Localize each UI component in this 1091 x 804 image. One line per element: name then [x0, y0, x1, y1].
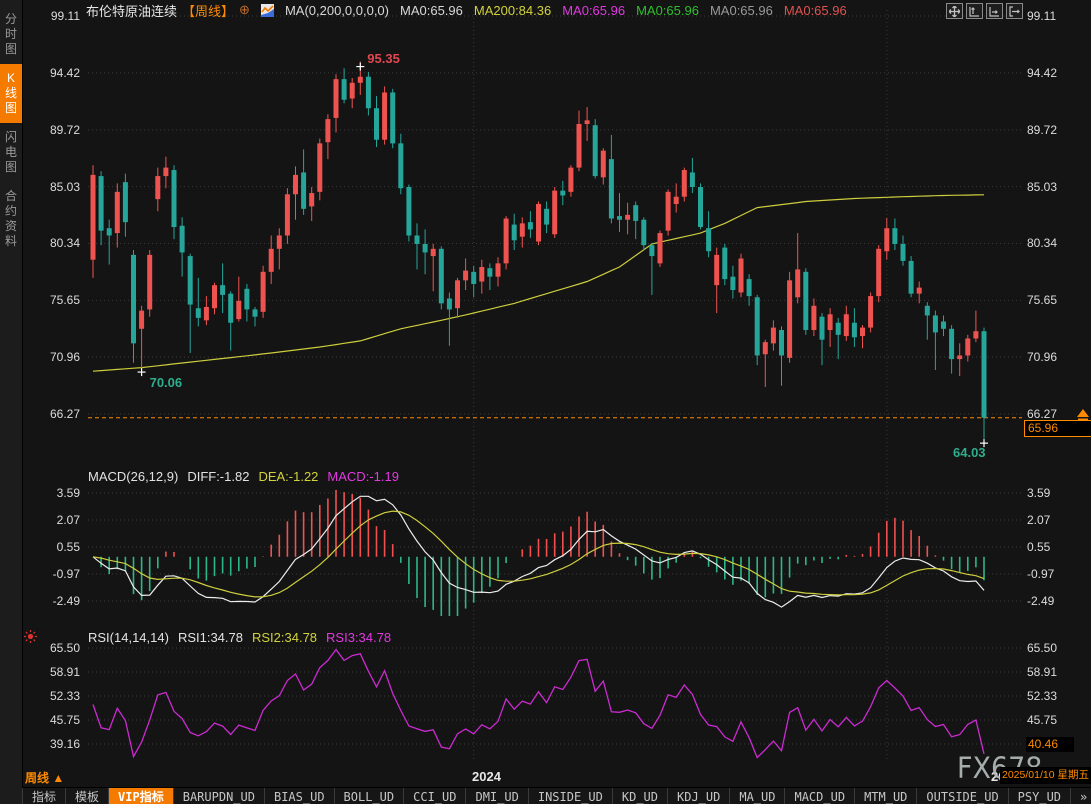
indicator-tab-DMI_UD[interactable]: DMI_UD	[466, 788, 529, 804]
rsi1-value: RSI1:34.78	[177, 630, 243, 645]
indicator-tab-KDJ_UD[interactable]: KDJ_UD	[668, 788, 731, 804]
macd-axis-label: 2.07	[1027, 513, 1051, 527]
rsi-axis-label: 45.75	[49, 712, 80, 727]
price-axis-label: 66.27	[1027, 407, 1058, 421]
live-indicator-icon[interactable]	[23, 629, 38, 644]
ma-value-3: MA0:65.96	[636, 2, 699, 18]
macd-axis-label: -2.49	[1027, 594, 1055, 608]
price-axis-label: 66.27	[49, 407, 80, 421]
ma-value-1: MA200:84.36	[473, 2, 552, 18]
macd-axis-label: 3.59	[56, 486, 80, 500]
rsi-axis-label: 65.50	[1027, 641, 1058, 655]
indicator-tab-INSIDE_UD[interactable]: INSIDE_UD	[529, 788, 613, 804]
price-axis-label: 85.03	[1027, 179, 1058, 194]
rsi-panel-header: RSI(14,14,14) RSI1:34.78 RSI2:34.78 RSI3…	[88, 630, 391, 645]
macd-axis-label: 3.59	[1027, 486, 1051, 500]
ma-value-2: MA0:65.96	[562, 2, 626, 18]
price-axis-label: 89.72	[49, 122, 80, 137]
sidebar-tab-2[interactable]: 闪电图	[4, 130, 17, 174]
indicator-tab-VIP[interactable]: VIP指标	[109, 788, 174, 804]
macd-axis-label: 2.07	[56, 513, 80, 527]
macd-panel-header: MACD(26,12,9) DIFF:-1.82 DEA:-1.22 MACD:…	[88, 469, 399, 484]
indicator-tab-bar: 指标 模板 VIP指标 BARUPDN_UD BIAS_UD BOLL_UD CCI_UD D…	[22, 787, 1091, 804]
instrument-title: 布伦特原油连续	[86, 3, 178, 19]
ma-parameters-label: MA(0,200,0,0,0,0)	[284, 2, 389, 18]
indicator-tab-more[interactable]: 模板	[66, 788, 110, 804]
price-axis-label: 75.65	[1027, 293, 1058, 308]
price-axis-label: 99.11	[1027, 9, 1057, 23]
ma-value-4: MA0:65.96	[709, 2, 773, 18]
rsi-axis-label: 58.91	[49, 665, 80, 680]
indicator-tab-more[interactable]: 指标	[22, 788, 67, 804]
macd-axis-label: -0.97	[52, 567, 80, 581]
macd-diff-value: DIFF:-1.82	[187, 469, 250, 484]
macd-axis-label: 0.55	[1027, 540, 1051, 554]
macd-dea-value: DEA:-1.22	[258, 469, 319, 484]
indicator-tab-BOLL_UD[interactable]: BOLL_UD	[335, 788, 405, 804]
move-crosshair-icon[interactable]	[946, 3, 963, 19]
indicator-tab-OUTSIDE_UD[interactable]: OUTSIDE_UD	[917, 788, 1009, 804]
triangle-up-icon: ▲	[52, 771, 65, 785]
macd-value: MACD:-1.19	[327, 469, 399, 484]
low-price-annotation: 70.06	[149, 375, 183, 391]
price-axis-label: 85.03	[49, 179, 80, 194]
current-price-badge: 65.96	[1024, 420, 1091, 437]
price-axis-label: 94.42	[49, 65, 80, 80]
mini-chart-icon[interactable]	[260, 3, 274, 17]
price-axis-label: 89.72	[1027, 122, 1058, 137]
rsi-axis-label: 45.75	[1027, 712, 1058, 727]
sidebar-tab-1[interactable]: K线图	[0, 64, 22, 123]
x-axis-year-2024: 2024	[472, 769, 501, 784]
ma-values-row: MA0:65.96 MA200:84.36 MA0:65.96 MA0:65.96 MA…	[400, 3, 847, 18]
period-status-label[interactable]: 周线 ▲	[25, 771, 65, 785]
price-axis-label: 94.42	[1027, 65, 1058, 80]
ma-value-0: MA0:65.96	[400, 2, 463, 18]
indicator-tab-KD_UD[interactable]: KD_UD	[613, 788, 668, 804]
indicator-tab-BIAS_UD[interactable]: BIAS_UD	[265, 788, 335, 804]
price-axis-label: 70.96	[1027, 350, 1058, 365]
macd-axis-label: 0.55	[56, 540, 80, 554]
rsi-axis-label: 58.91	[1027, 665, 1058, 680]
macd-title: MACD(26,12,9)	[88, 469, 179, 484]
price-axis-label: 80.34	[49, 236, 80, 251]
indicator-tab-BARUPDN_UD[interactable]: BARUPDN_UD	[174, 788, 265, 804]
macd-axis-label: -2.49	[52, 594, 80, 608]
sidebar-tab-0[interactable]: 分时图	[4, 12, 17, 56]
circle-plus-icon[interactable]: ⊕	[239, 2, 250, 17]
date-tooltip: 2025/01/10 星期五	[1000, 767, 1091, 784]
indicator-tab-MA_UD[interactable]: MA_UD	[730, 788, 786, 804]
macd-axis-label: -0.97	[1027, 567, 1055, 581]
indicator-tab-CCI_UD[interactable]: CCI_UD	[404, 788, 467, 804]
pop-out-icon[interactable]	[1006, 3, 1023, 19]
rsi-axis-label: 65.50	[49, 641, 80, 655]
chart-toolbar-icons	[946, 3, 1023, 19]
rsi-axis-badge: 40.46	[1026, 737, 1074, 752]
chart-header: 布伦特原油连续 【周线】 ⊕ MA(0,200,0,0,0,0) MA0:65.…	[86, 2, 847, 19]
rsi-axis-label: 52.33	[1027, 689, 1058, 703]
high-price-annotation: 95.35	[367, 50, 400, 66]
rsi-axis-label: 52.33	[49, 689, 80, 703]
period-tag: 【周线】	[182, 3, 235, 19]
indicator-tab-MTM_UD[interactable]: MTM_UD	[855, 788, 918, 804]
ma-value-5: MA0:65.96	[783, 2, 847, 18]
axis-pan-icon[interactable]	[986, 3, 1003, 19]
price-axis-label: 75.65	[49, 293, 80, 308]
rsi2-value: RSI2:34.78	[251, 630, 318, 645]
rsi-axis-label: 39.16	[49, 737, 80, 751]
axis-zoom-icon[interactable]	[966, 3, 983, 19]
rsi-title: RSI(14,14,14)	[88, 630, 169, 645]
price-axis-label: 80.34	[1027, 236, 1058, 251]
sidebar-tab-3[interactable]: 合约资料	[4, 189, 17, 248]
indicator-tab-PSY_UD[interactable]: PSY_UD	[1009, 788, 1072, 804]
chart-type-sidebar: 分时图 K线图闪电图合约资料	[0, 0, 23, 804]
price-axis-label: 70.96	[49, 350, 80, 365]
price-axis-label: 99.11	[50, 9, 80, 23]
last-low-annotation: 64.03	[953, 445, 986, 461]
rsi3-value: RSI3:34.78	[326, 630, 392, 645]
indicator-tab-MACD_UD[interactable]: MACD_UD	[785, 788, 856, 804]
indicator-tab-more[interactable]: »	[1071, 788, 1091, 804]
